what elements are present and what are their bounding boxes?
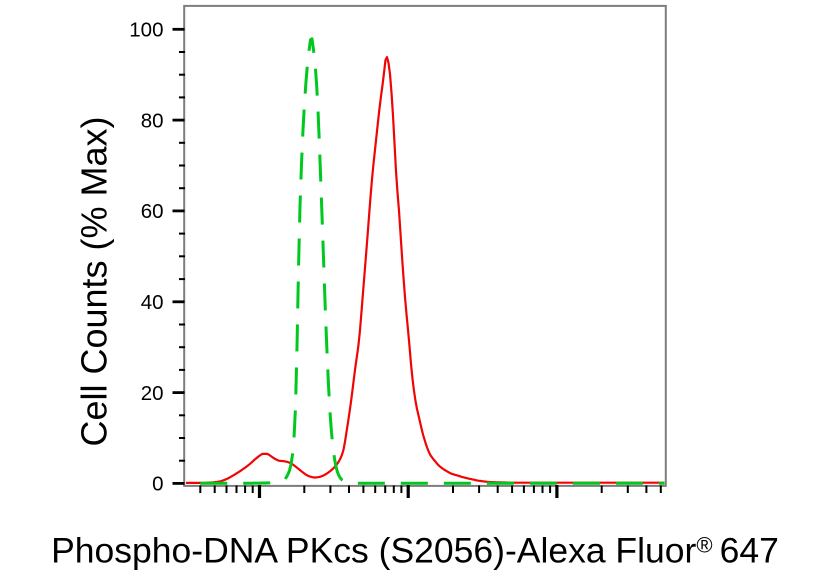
svg-text:Cell Counts (% Max): Cell Counts (% Max): [74, 116, 115, 446]
svg-text:40: 40: [141, 291, 164, 314]
svg-text:80: 80: [141, 109, 164, 132]
svg-text:20: 20: [141, 382, 164, 405]
svg-text:Phospho-DNA PKcs (S2056)-Alexa: Phospho-DNA PKcs (S2056)-Alexa Fluor® 64…: [51, 531, 779, 571]
svg-text:60: 60: [141, 200, 164, 223]
svg-text:100: 100: [129, 19, 163, 42]
svg-text:0: 0: [152, 473, 163, 496]
